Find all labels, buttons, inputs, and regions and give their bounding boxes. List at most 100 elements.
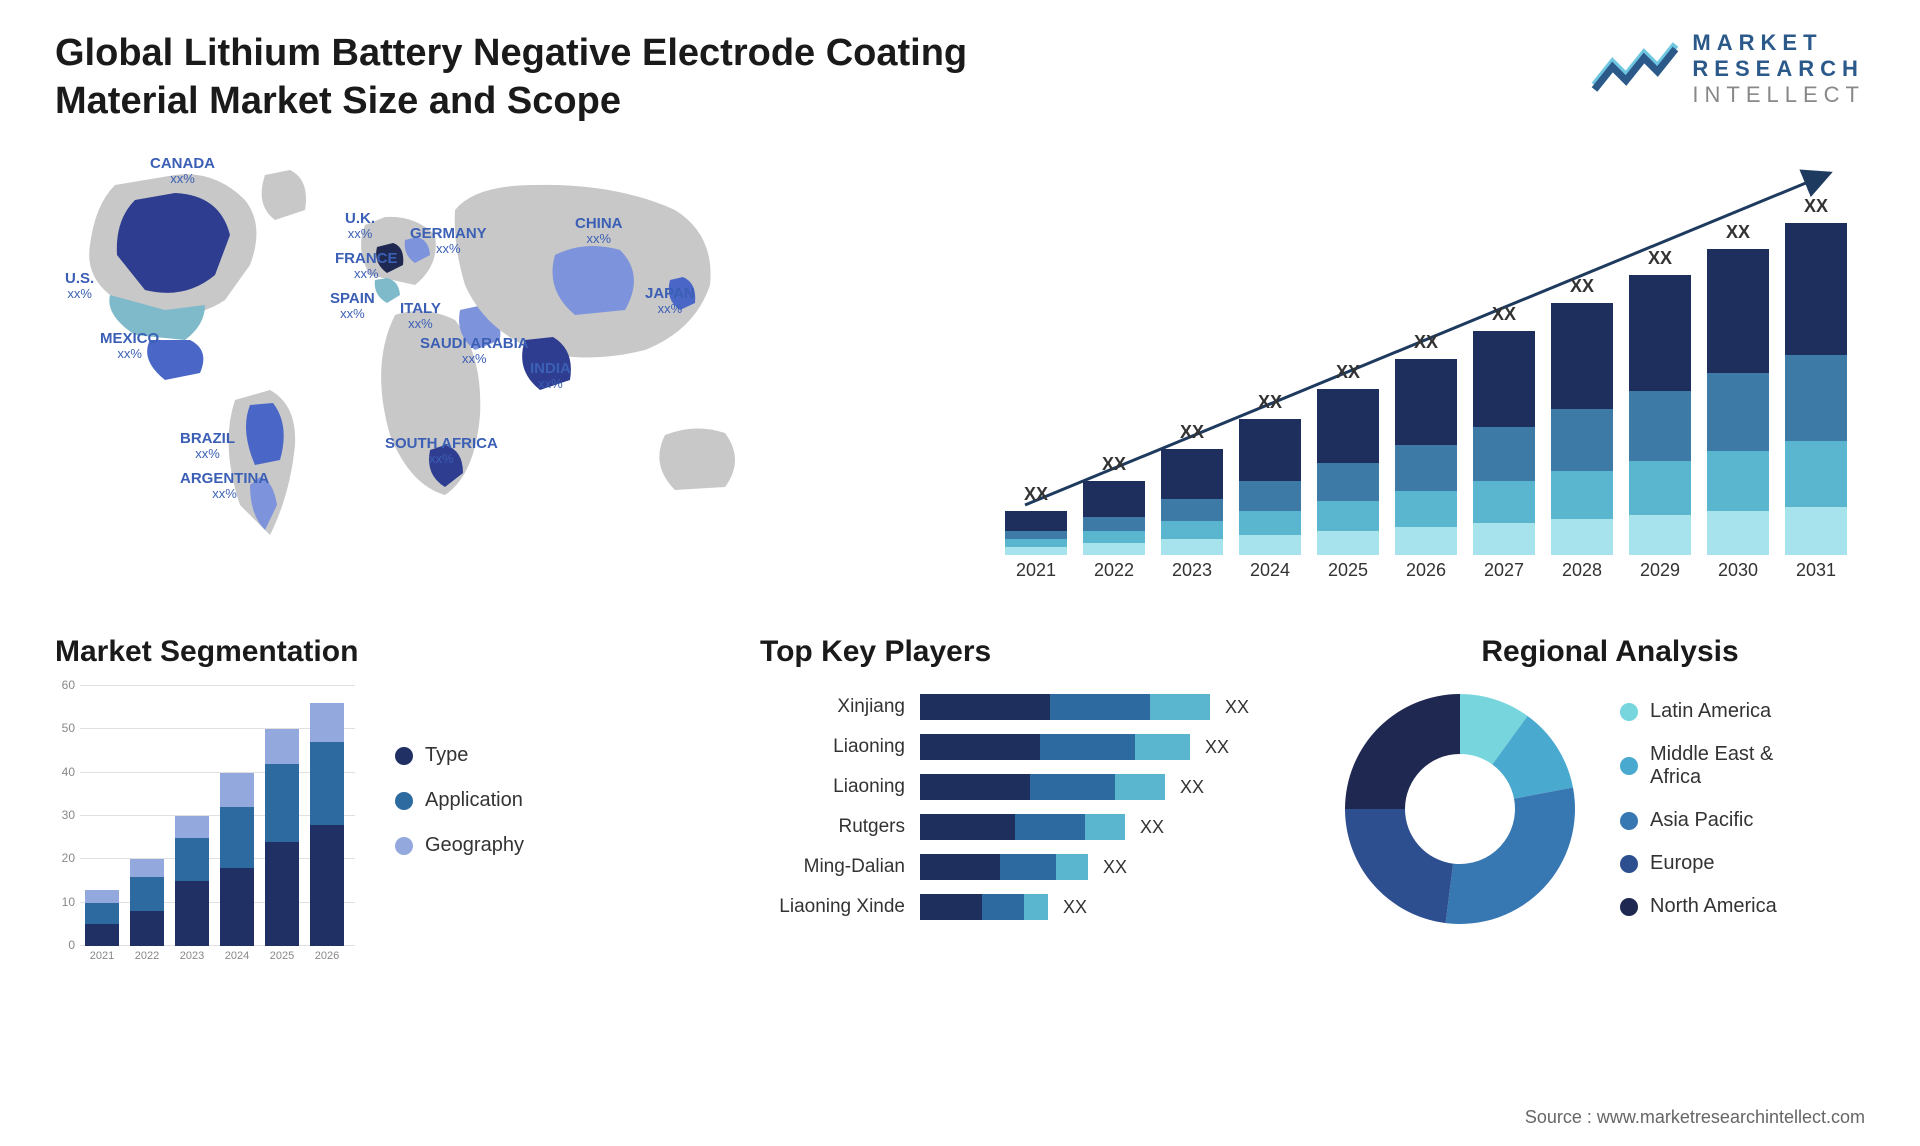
seg-y-tick: 10 (55, 895, 75, 909)
kp-bar (920, 854, 1088, 880)
seg-y-tick: 30 (55, 808, 75, 822)
kp-value: XX (1103, 857, 1127, 878)
legend-dot-icon (395, 747, 413, 765)
kp-row: LiaoningXX (760, 774, 1310, 800)
kp-row: RutgersXX (760, 814, 1310, 840)
kp-label: Ming-Dalian (760, 856, 905, 878)
legend-dot-icon (395, 837, 413, 855)
page-title: Global Lithium Battery Negative Electrod… (55, 30, 1105, 125)
logo-line2: RESEARCH (1692, 56, 1865, 82)
world-map-svg (55, 155, 885, 585)
map-label-india: INDIAxx% (530, 360, 571, 392)
growth-value-label: XX (1551, 276, 1613, 297)
growth-year-label: 2023 (1161, 560, 1223, 581)
kp-label: Rutgers (760, 816, 905, 838)
legend-dot-icon (395, 792, 413, 810)
kp-bar (920, 894, 1048, 920)
map-label-brazil: BRAZILxx% (180, 430, 235, 462)
map-label-japan: JAPANxx% (645, 285, 695, 317)
seg-bar-2023: 2023 (175, 816, 209, 946)
growth-bar-2029: 2029XX (1629, 275, 1691, 555)
segmentation-title: Market Segmentation (55, 635, 655, 669)
growth-year-label: 2022 (1083, 560, 1145, 581)
seg-bar-2025: 2025 (265, 729, 299, 946)
map-label-south-africa: SOUTH AFRICAxx% (385, 435, 498, 467)
legend-label: North America (1650, 895, 1777, 918)
growth-value-label: XX (1317, 362, 1379, 383)
seg-bar-2024: 2024 (220, 773, 254, 946)
growth-value-label: XX (1239, 392, 1301, 413)
brand-logo: MARKET RESEARCH INTELLECT (1590, 30, 1865, 108)
kp-row: Ming-Dalian XX (760, 854, 1310, 880)
growth-bar-2022: 2022XX (1083, 481, 1145, 555)
logo-text: MARKET RESEARCH INTELLECT (1692, 30, 1865, 108)
regional-analysis: Regional Analysis Latin America Middle Ea… (1335, 635, 1885, 934)
top-key-players: Top Key Players XinjiangXXLiaoningXXLiao… (760, 635, 1310, 920)
map-label-spain: SPAINxx% (330, 290, 375, 322)
seg-bar-2026: 2026 (310, 703, 344, 946)
map-label-france: FRANCExx% (335, 250, 398, 282)
seg-x-tick: 2025 (265, 950, 299, 962)
growth-year-label: 2026 (1395, 560, 1457, 581)
seg-y-tick: 0 (55, 938, 75, 952)
donut-slice (1345, 809, 1453, 923)
growth-year-label: 2025 (1317, 560, 1379, 581)
legend-label: Type (425, 744, 468, 767)
kp-row: LiaoningXX (760, 734, 1310, 760)
key-players-body: XinjiangXXLiaoningXXLiaoningXXRutgersXXM… (760, 684, 1310, 920)
seg-y-tick: 20 (55, 851, 75, 865)
growth-year-label: 2021 (1005, 560, 1067, 581)
growth-bar-2023: 2023XX (1161, 449, 1223, 555)
seg-y-tick: 50 (55, 721, 75, 735)
growth-bar-2027: 2027XX (1473, 331, 1535, 555)
seg-x-tick: 2023 (175, 950, 209, 962)
growth-bar-2024: 2024XX (1239, 419, 1301, 555)
growth-value-label: XX (1083, 454, 1145, 475)
logo-line3: INTELLECT (1692, 82, 1865, 108)
logo-mark-icon (1590, 37, 1680, 102)
seg-bar-2021: 2021 (85, 890, 119, 946)
reg-legend-item: Middle East & Africa (1620, 743, 1810, 789)
legend-dot-icon (1620, 703, 1638, 721)
growth-bar-2030: 2030XX (1707, 249, 1769, 555)
map-label-canada: CANADAxx% (150, 155, 215, 187)
map-label-u-s-: U.S.xx% (65, 270, 94, 302)
key-players-title: Top Key Players (760, 635, 1310, 669)
kp-row: XinjiangXX (760, 694, 1310, 720)
growth-year-label: 2028 (1551, 560, 1613, 581)
donut-slice (1345, 694, 1460, 809)
legend-dot-icon (1620, 855, 1638, 873)
regional-legend: Latin America Middle East & Africa Asia Pa… (1620, 700, 1810, 918)
kp-label: Liaoning Xinde (760, 896, 905, 918)
reg-legend-item: Latin America (1620, 700, 1810, 723)
map-label-u-k-: U.K.xx% (345, 210, 375, 242)
source-attribution: Source : www.marketresearchintellect.com (1525, 1107, 1865, 1128)
seg-legend-item: Application (395, 789, 524, 812)
growth-bar-2021: 2021XX (1005, 511, 1067, 555)
seg-x-tick: 2026 (310, 950, 344, 962)
kp-bar (920, 814, 1125, 840)
growth-value-label: XX (1395, 332, 1457, 353)
reg-legend-item: Asia Pacific (1620, 809, 1810, 832)
growth-year-label: 2031 (1785, 560, 1847, 581)
segmentation-legend: Type Application Geography (395, 684, 524, 964)
growth-value-label: XX (1785, 196, 1847, 217)
regional-title: Regional Analysis (1335, 635, 1885, 669)
seg-x-tick: 2022 (130, 950, 164, 962)
kp-value: XX (1225, 697, 1249, 718)
header: Global Lithium Battery Negative Electrod… (55, 30, 1865, 125)
reg-legend-item: North America (1620, 895, 1810, 918)
growth-year-label: 2027 (1473, 560, 1535, 581)
growth-value-label: XX (1707, 222, 1769, 243)
legend-label: Europe (1650, 852, 1715, 875)
seg-legend-item: Geography (395, 834, 524, 857)
kp-label: Liaoning (760, 776, 905, 798)
growth-bar-2031: 2031XX (1785, 223, 1847, 555)
reg-legend-item: Europe (1620, 852, 1810, 875)
growth-value-label: XX (1005, 484, 1067, 505)
kp-label: Liaoning (760, 736, 905, 758)
map-label-saudi-arabia: SAUDI ARABIAxx% (420, 335, 529, 367)
logo-line1: MARKET (1692, 30, 1865, 56)
segmentation-chart: 0102030405060202120222023202420252026 (55, 684, 355, 964)
growth-value-label: XX (1473, 304, 1535, 325)
